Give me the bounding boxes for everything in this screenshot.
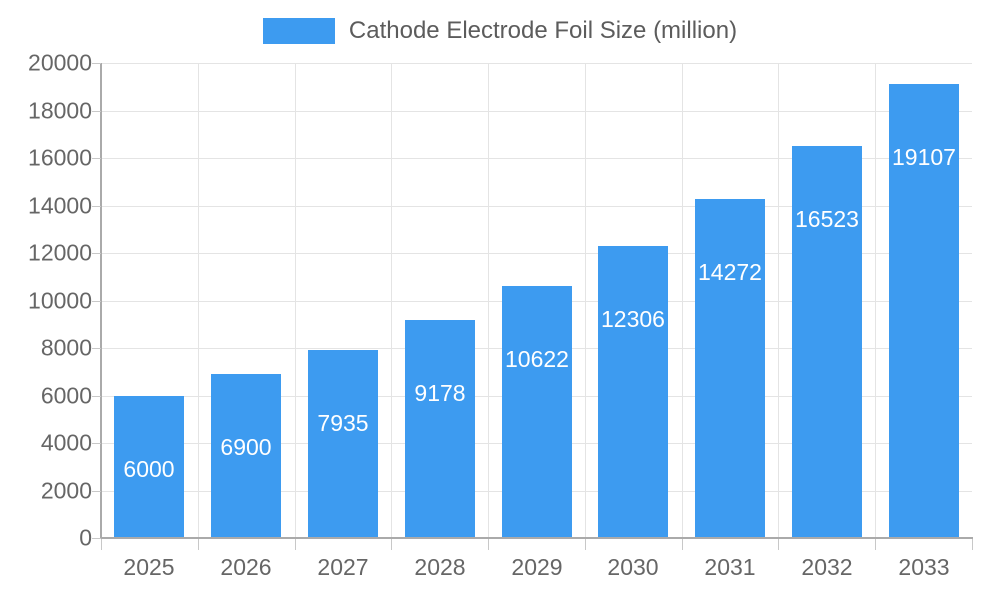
y-axis-tick-mark <box>92 395 101 397</box>
gridline-horizontal <box>101 158 972 159</box>
gridline-vertical <box>488 63 489 538</box>
gridline-vertical <box>875 63 876 538</box>
x-axis-tick-label: 2027 <box>317 554 369 580</box>
bar-value-label: 6900 <box>220 434 272 461</box>
bar-value-label: 19107 <box>892 144 956 171</box>
y-axis-tick-mark <box>92 63 101 64</box>
bar[interactable]: 16523 <box>792 145 862 538</box>
y-axis-tick-label: 0 <box>79 524 92 551</box>
legend-series-label[interactable]: Cathode Electrode Foil Size (million) <box>348 17 738 44</box>
y-axis-tick-label: 18000 <box>28 97 92 123</box>
bar[interactable]: 6900 <box>211 374 281 538</box>
x-axis-tick-label: 2025 <box>123 554 175 580</box>
x-axis-tick-label: 2033 <box>898 554 950 580</box>
x-axis-tick-mark <box>391 539 392 550</box>
x-axis-tick-label: 2030 <box>607 554 659 580</box>
y-axis-tick-mark <box>92 205 101 207</box>
y-axis-tick-label: 14000 <box>28 192 92 218</box>
x-axis-tick-mark <box>585 539 586 550</box>
y-axis-tick-mark <box>92 158 101 159</box>
gridline-vertical <box>585 63 586 538</box>
x-axis-tick-mark <box>101 539 102 550</box>
y-axis-tick-label: 16000 <box>28 144 92 171</box>
bar[interactable]: 7935 <box>308 349 378 538</box>
x-axis-tick-mark <box>875 539 876 550</box>
y-axis-tick-mark <box>92 110 101 112</box>
x-axis-tick-mark <box>295 539 296 550</box>
plot-area: 6000 6900 7935 9178 10622 12306 14272 16523 1910… <box>101 63 972 539</box>
y-axis-tick-label: 20000 <box>28 49 92 76</box>
gridline-horizontal <box>101 63 972 64</box>
bar-value-label: 12306 <box>601 305 665 332</box>
bar[interactable]: 9178 <box>405 320 475 538</box>
y-axis-line <box>100 63 102 539</box>
y-axis-tick-mark <box>92 253 101 254</box>
x-axis-tick-mark <box>682 539 683 550</box>
gridline-vertical <box>198 63 199 538</box>
y-axis-tick-mark <box>92 300 101 302</box>
bar-value-label: 9178 <box>414 380 466 407</box>
bar[interactable]: 14272 <box>695 199 765 538</box>
gridline-horizontal <box>101 110 972 112</box>
legend-color-swatch[interactable] <box>262 18 335 44</box>
y-axis-tick-label: 8000 <box>40 334 92 361</box>
bar-value-label: 10622 <box>505 345 569 372</box>
y-axis: 0 2000 4000 6000 8000 10000 12000 14000 16000 180… <box>0 0 92 600</box>
x-axis-tick-label: 2032 <box>801 554 853 580</box>
x-axis-tick-label: 2029 <box>511 554 563 580</box>
y-axis-tick-label: 12000 <box>28 239 92 266</box>
x-axis-tick-mark <box>778 539 779 550</box>
bar-value-label: 14272 <box>698 259 762 286</box>
x-axis-tick-mark <box>972 539 973 550</box>
x-axis-tick-label: 2026 <box>220 554 272 580</box>
chart-legend: Cathode Electrode Foil Size (million) <box>0 10 1000 52</box>
gridline-horizontal <box>101 253 972 254</box>
y-axis-tick-mark <box>92 538 101 539</box>
bar-value-label: 7935 <box>317 409 369 436</box>
bar-value-label: 6000 <box>123 455 175 482</box>
x-axis-tick-label: 2028 <box>414 554 466 580</box>
gridline-vertical <box>391 63 392 538</box>
y-axis-tick-label: 4000 <box>40 429 92 456</box>
y-axis-tick-mark <box>92 443 101 444</box>
gridline-vertical <box>682 63 683 538</box>
y-axis-tick-mark <box>92 490 101 492</box>
x-axis-tick-mark <box>488 539 489 550</box>
gridline-vertical <box>295 63 296 538</box>
x-axis-tick-mark <box>198 539 199 550</box>
x-axis-line <box>100 537 973 539</box>
y-axis-tick-label: 6000 <box>40 382 92 408</box>
gridline-horizontal <box>101 205 972 207</box>
y-axis-tick-label: 10000 <box>28 287 92 313</box>
gridline-vertical <box>778 63 779 538</box>
x-axis-tick-label: 2031 <box>704 554 756 580</box>
bar-value-label: 16523 <box>795 205 859 232</box>
bar[interactable]: 10622 <box>502 285 572 538</box>
bar[interactable]: 12306 <box>598 245 668 538</box>
bar[interactable]: 6000 <box>114 395 184 538</box>
bar[interactable]: 19107 <box>889 84 959 538</box>
y-axis-tick-label: 2000 <box>40 477 92 503</box>
y-axis-tick-mark <box>92 348 101 349</box>
